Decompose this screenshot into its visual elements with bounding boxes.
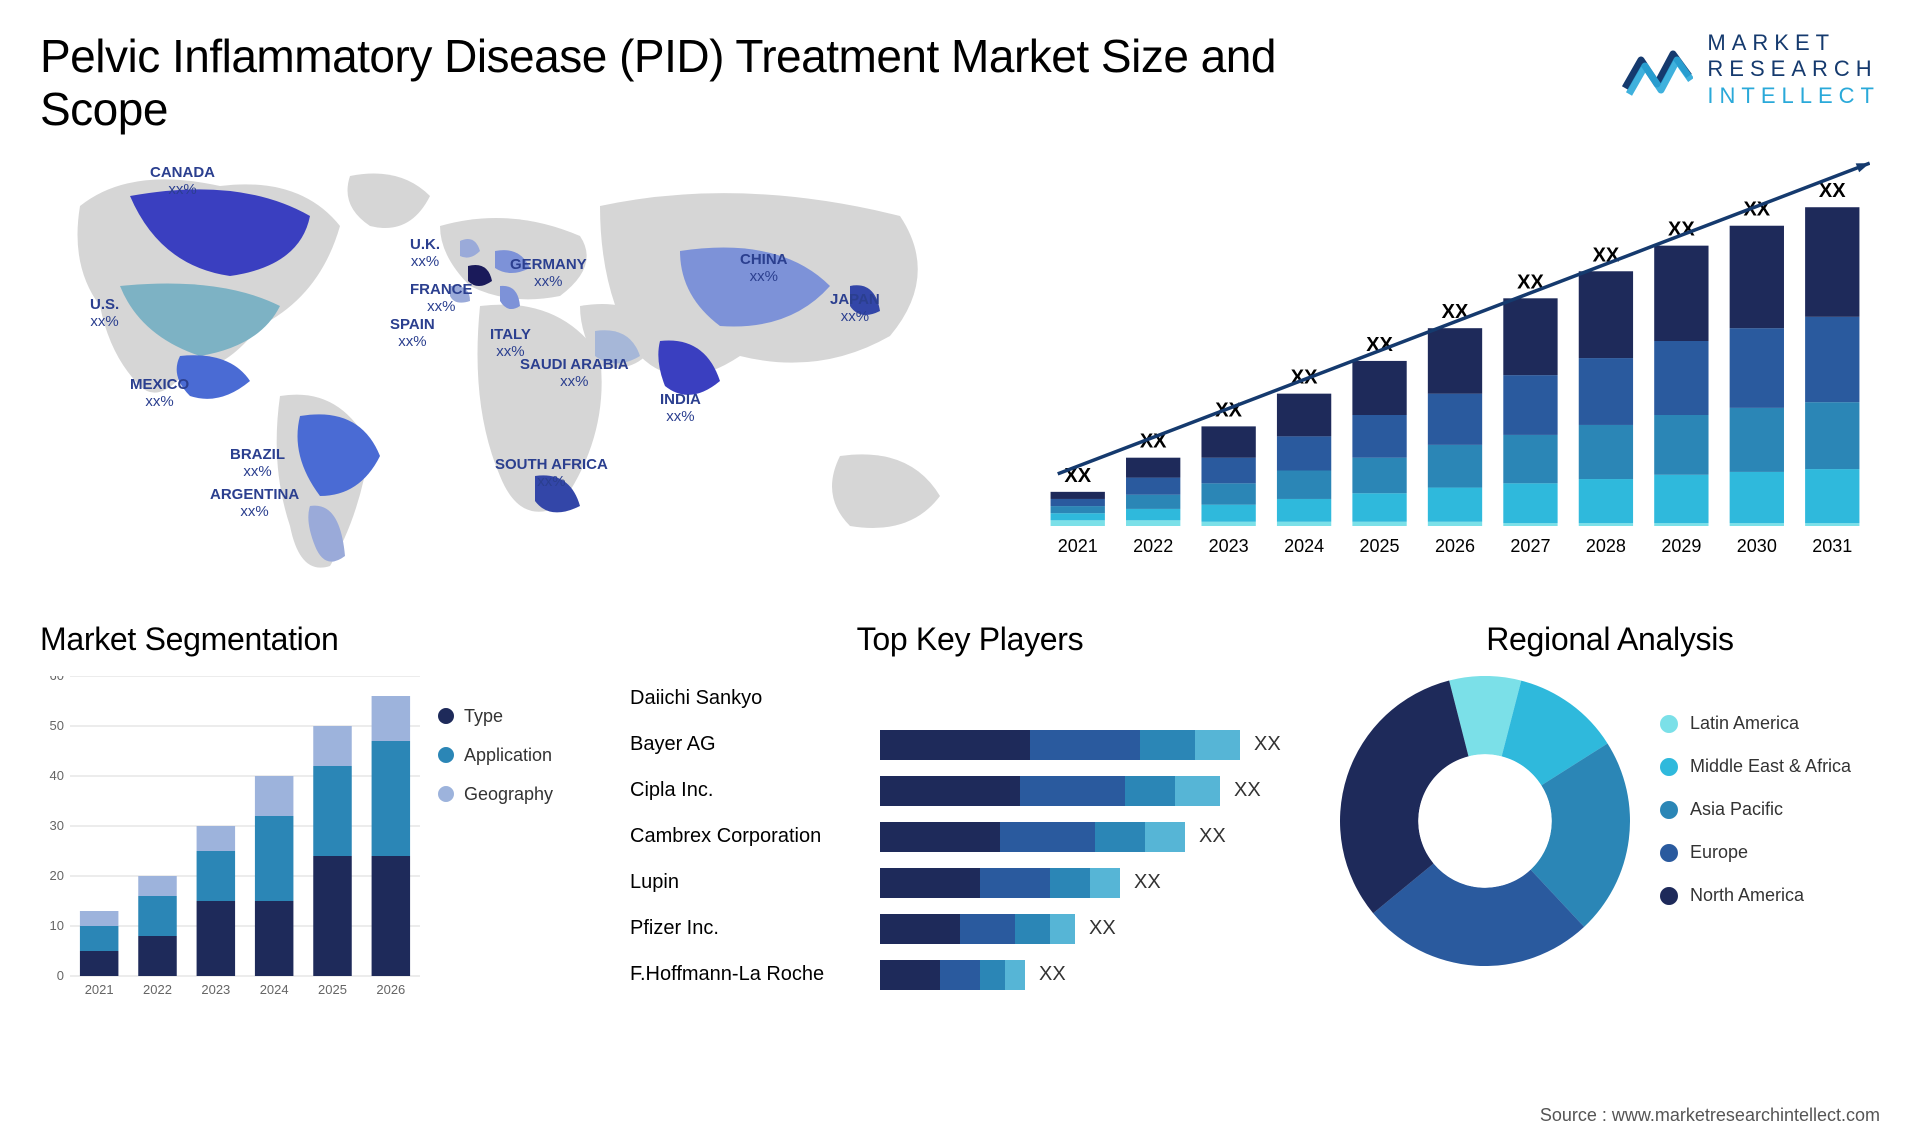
map-label-canada: CANADAxx% (150, 164, 215, 199)
svg-text:2023: 2023 (201, 982, 230, 997)
logo-line3: INTELLECT (1707, 83, 1880, 109)
player-value: XX (1039, 963, 1066, 986)
logo-line2: RESEARCH (1707, 56, 1880, 82)
player-row: Daiichi Sankyo (630, 676, 1310, 722)
svg-text:2031: 2031 (1812, 536, 1852, 556)
map-label-india: INDIAxx% (660, 391, 701, 426)
player-value: XX (1134, 871, 1161, 894)
svg-text:2028: 2028 (1586, 536, 1626, 556)
svg-text:2023: 2023 (1209, 536, 1249, 556)
player-row: Cambrex Corporation XX (630, 814, 1310, 860)
map-label-japan: JAPANxx% (830, 291, 880, 326)
svg-text:2026: 2026 (376, 982, 405, 997)
player-bar (880, 822, 1185, 852)
svg-text:30: 30 (50, 818, 64, 833)
map-label-uk: U.K.xx% (410, 236, 440, 271)
svg-text:2021: 2021 (1058, 536, 1098, 556)
svg-text:10: 10 (50, 918, 64, 933)
svg-text:2029: 2029 (1661, 536, 1701, 556)
player-value: XX (1199, 825, 1226, 848)
svg-text:0: 0 (57, 968, 64, 983)
svg-text:2022: 2022 (1133, 536, 1173, 556)
regional-legend-item: Middle East & Africa (1660, 756, 1851, 777)
regional-legend-item: Latin America (1660, 713, 1851, 734)
svg-text:2030: 2030 (1737, 536, 1777, 556)
map-label-spain: SPAINxx% (390, 316, 435, 351)
source-footer: Source : www.marketresearchintellect.com (1540, 1105, 1880, 1126)
player-bar (880, 914, 1075, 944)
player-name: Cambrex Corporation (630, 825, 880, 848)
svg-text:2025: 2025 (1360, 536, 1400, 556)
svg-text:40: 40 (50, 768, 64, 783)
svg-text:60: 60 (50, 676, 64, 683)
player-name: F.Hoffmann-La Roche (630, 963, 880, 986)
growth-chart: XX2021XX2022XX2023XX2024XX2025XX2026XX20… (1040, 156, 1880, 586)
regional-panel: Regional Analysis Latin America Middle Ea… (1340, 621, 1880, 1041)
svg-text:2024: 2024 (260, 982, 289, 997)
map-label-argentina: ARGENTINAxx% (210, 486, 299, 521)
player-row: Cipla Inc. XX (630, 768, 1310, 814)
player-name: Bayer AG (630, 733, 880, 756)
players-title: Top Key Players (630, 621, 1310, 658)
player-row: Lupin XX (630, 860, 1310, 906)
player-row: Bayer AG XX (630, 722, 1310, 768)
regional-legend-item: Asia Pacific (1660, 799, 1851, 820)
player-bar (880, 960, 1025, 990)
player-value: XX (1234, 779, 1261, 802)
player-name: Lupin (630, 871, 880, 894)
segmentation-legend: Type Application Geography (438, 706, 553, 823)
player-bar (880, 776, 1220, 806)
player-row: F.Hoffmann-La Roche XX (630, 952, 1310, 998)
map-label-brazil: BRAZILxx% (230, 446, 285, 481)
svg-text:2026: 2026 (1435, 536, 1475, 556)
map-label-germany: GERMANYxx% (510, 256, 587, 291)
map-label-china: CHINAxx% (740, 251, 788, 286)
map-label-us: U.S.xx% (90, 296, 119, 331)
map-label-south_africa: SOUTH AFRICAxx% (495, 456, 608, 491)
segmentation-title: Market Segmentation (40, 621, 600, 658)
segmentation-panel: Market Segmentation 0 10 20 30 40 50 60 2021 202… (40, 621, 600, 1041)
svg-text:2025: 2025 (318, 982, 347, 997)
player-row: Pfizer Inc. XX (630, 906, 1310, 952)
brand-logo: MARKET RESEARCH INTELLECT (1621, 30, 1880, 109)
segmentation-legend-item: Type (438, 706, 553, 727)
player-name: Cipla Inc. (630, 779, 880, 802)
player-name: Pfizer Inc. (630, 917, 880, 940)
segmentation-legend-item: Application (438, 745, 553, 766)
player-bar (880, 730, 1240, 760)
logo-mark-icon (1621, 40, 1693, 100)
svg-text:XX: XX (1819, 180, 1846, 202)
segmentation-legend-item: Geography (438, 784, 553, 805)
player-bar (880, 868, 1120, 898)
regional-title: Regional Analysis (1340, 621, 1880, 658)
map-label-france: FRANCExx% (410, 281, 473, 316)
page-title: Pelvic Inflammatory Disease (PID) Treatm… (40, 30, 1340, 136)
players-panel: Top Key Players Daiichi Sankyo Bayer AG XX… (630, 621, 1310, 1041)
map-label-mexico: MEXICOxx% (130, 376, 189, 411)
regional-legend-item: Europe (1660, 842, 1851, 863)
player-name: Daiichi Sankyo (630, 687, 880, 710)
regional-legend: Latin America Middle East & Africa Asia Pa… (1660, 713, 1851, 928)
logo-line1: MARKET (1707, 30, 1880, 56)
svg-text:2021: 2021 (85, 982, 114, 997)
svg-text:2024: 2024 (1284, 536, 1324, 556)
svg-text:20: 20 (50, 868, 64, 883)
player-value: XX (1254, 733, 1281, 756)
world-map: CANADAxx% U.S.xx% MEXICOxx% BRAZILxx% ARGENT… (40, 156, 1000, 586)
svg-text:50: 50 (50, 718, 64, 733)
map-label-saudi: SAUDI ARABIAxx% (520, 356, 629, 391)
svg-text:2022: 2022 (143, 982, 172, 997)
svg-text:2027: 2027 (1510, 536, 1550, 556)
regional-legend-item: North America (1660, 885, 1851, 906)
player-value: XX (1089, 917, 1116, 940)
